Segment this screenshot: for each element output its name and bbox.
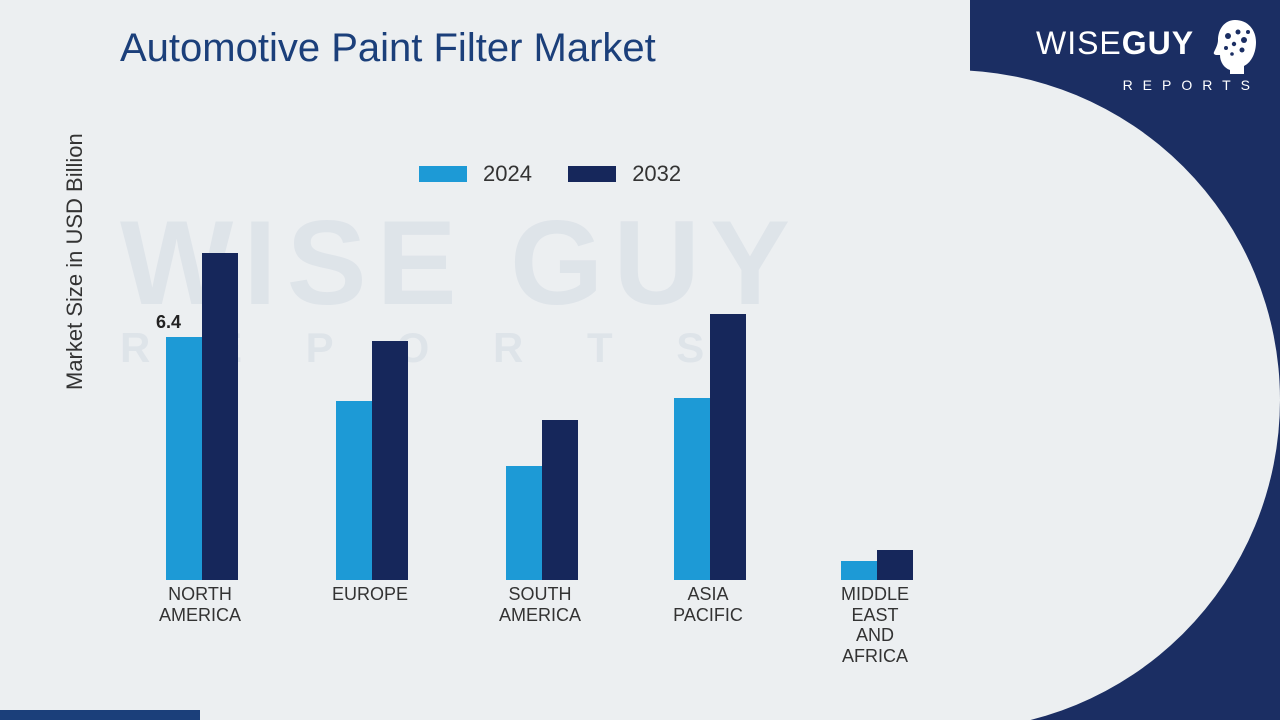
bar [372,341,408,580]
bar [674,398,710,580]
legend-label-2032: 2032 [632,161,681,186]
x-axis-label: ASIAPACIFIC [638,584,778,625]
bar [710,314,746,580]
legend-label-2024: 2024 [483,161,532,186]
bar [841,561,877,580]
chart-area: 2024 2032 6.4 [100,170,970,580]
bar [336,401,372,580]
x-axis-label: NORTHAMERICA [130,584,270,625]
x-axis-label: SOUTHAMERICA [470,584,610,625]
bar [542,420,578,580]
bar [506,466,542,580]
wiseguy-logo: WISEGUY REPORTS [1036,18,1260,92]
logo-head-icon [1210,18,1260,74]
x-axis-labels: NORTHAMERICAEUROPESOUTHAMERICAASIAPACIFI… [140,584,970,704]
footer-accent-bar [0,710,200,720]
bar [877,550,913,580]
x-axis-label: EUROPE [300,584,440,605]
bar [166,337,202,580]
logo-text-guy: GUY [1122,25,1194,61]
bar-value-label: 6.4 [156,312,181,333]
logo-text-reports: REPORTS [1036,78,1260,92]
legend-swatch-2032 [568,166,616,182]
legend: 2024 2032 [100,160,970,187]
legend-swatch-2024 [419,166,467,182]
chart-title: Automotive Paint Filter Market [120,26,656,71]
plot-area: 6.4 [140,200,970,580]
stage: WISEGUY REPORTS Automotive Paint Filter … [0,0,1280,720]
x-axis-label: MIDDLEEASTANDAFRICA [805,584,945,667]
logo-text-wise: WISE [1036,25,1122,61]
bar [202,253,238,580]
y-axis-label: Market Size in USD Billion [62,133,88,390]
